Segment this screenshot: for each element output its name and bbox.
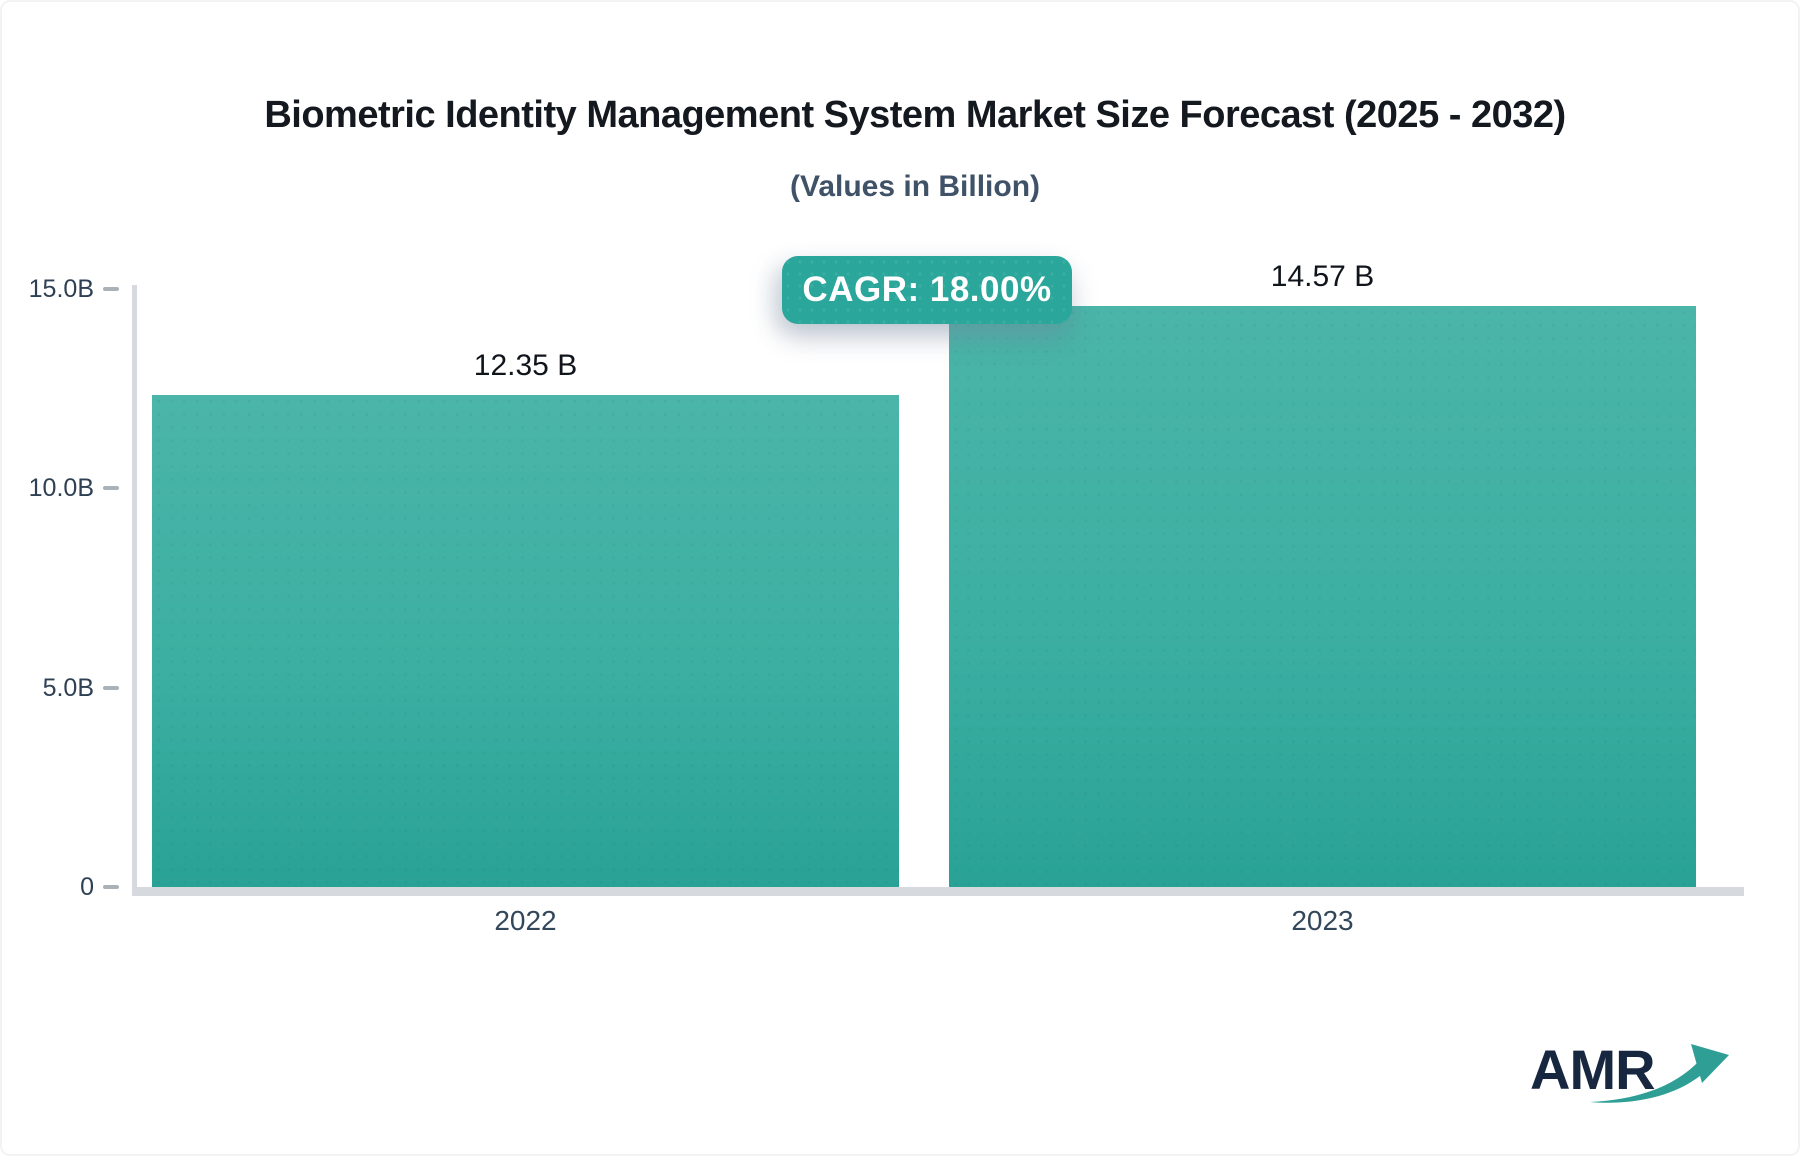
y-tick-mark bbox=[103, 486, 119, 491]
chart-subtitle: (Values in Billion) bbox=[789, 170, 1041, 203]
y-tick-label: 0 bbox=[80, 873, 94, 901]
bar-2023 bbox=[949, 306, 1696, 887]
y-tick-label: 15.0B bbox=[28, 275, 94, 303]
amr-logo: AMR bbox=[1530, 1040, 1750, 1120]
y-axis-line bbox=[132, 285, 137, 895]
bar-value-label: 12.35 B bbox=[473, 348, 578, 382]
cagr-badge: CAGR: 18.00% bbox=[782, 256, 1072, 324]
x-axis-label: 2022 bbox=[494, 905, 557, 936]
y-tick-mark bbox=[103, 287, 119, 291]
y-tick-label: 10.0B bbox=[28, 474, 94, 503]
x-axis-label: 2023 bbox=[1291, 905, 1354, 936]
amr-logo-text: AMR bbox=[1530, 1038, 1656, 1101]
bar-slot: 12.35 B bbox=[152, 289, 899, 887]
trend-up-arrow-icon bbox=[1590, 1044, 1729, 1103]
bars-container: 12.35 B 14.57 B bbox=[132, 260, 1744, 887]
cagr-badge-label: CAGR: 18.00% bbox=[802, 270, 1052, 309]
bar-slot: 14.57 B bbox=[949, 260, 1696, 887]
y-tick-mark bbox=[103, 685, 119, 690]
y-tick-mark bbox=[103, 885, 119, 889]
x-axis-line bbox=[132, 887, 1744, 896]
x-axis-labels: 2022 2023 bbox=[132, 905, 1744, 937]
chart-title: Biometric Identity Management System Mar… bbox=[264, 94, 1566, 136]
bar-2022 bbox=[152, 394, 899, 887]
y-tick-label: 5.0B bbox=[42, 673, 94, 702]
bar-value-label: 14.57 B bbox=[1270, 260, 1375, 294]
